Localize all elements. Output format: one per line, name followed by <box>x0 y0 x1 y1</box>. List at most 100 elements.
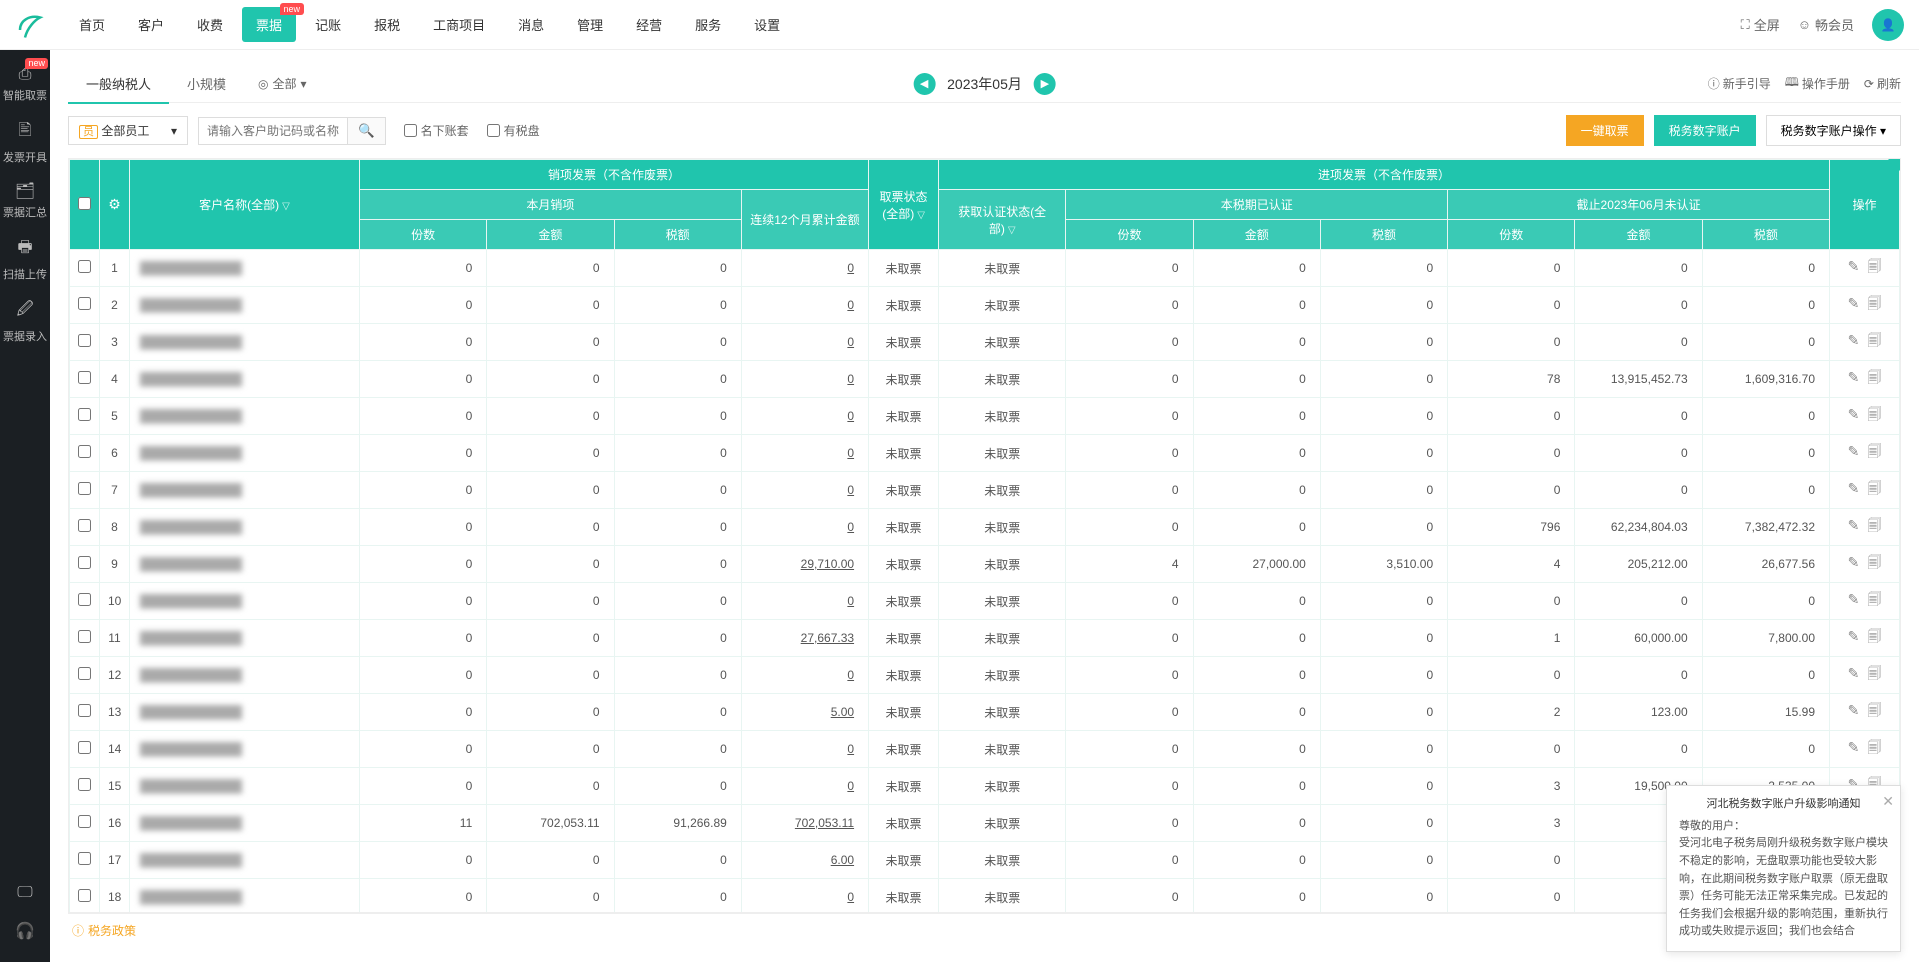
search-input[interactable] <box>198 117 348 145</box>
row-checkbox[interactable] <box>78 741 91 754</box>
row-checkbox[interactable] <box>78 593 91 606</box>
nav-item-11[interactable]: 设置 <box>740 7 794 42</box>
scope-select[interactable]: ◎ 全部 ▾ <box>244 65 321 102</box>
manual-link[interactable]: 🕮 操作手册 <box>1785 73 1850 94</box>
nav-item-6[interactable]: 工商项目 <box>419 7 499 42</box>
row-checkbox[interactable] <box>78 482 91 495</box>
row-checkbox[interactable] <box>78 630 91 643</box>
cell-cum[interactable]: 0 <box>741 583 868 620</box>
cell-cum[interactable]: 0 <box>741 287 868 324</box>
next-month-button[interactable]: ▶ <box>1034 73 1056 95</box>
view-icon[interactable]: 🗐 <box>1867 517 1881 533</box>
tax-policy-link[interactable]: ⓘ 税务政策 <box>72 922 136 939</box>
named-account-checkbox[interactable]: 名下账套 <box>404 122 469 139</box>
cell-cum[interactable]: 6.00 <box>741 842 868 879</box>
edit-icon[interactable]: ✎ <box>1848 702 1860 718</box>
view-icon[interactable]: 🗐 <box>1867 554 1881 570</box>
nav-item-2[interactable]: 收费 <box>183 7 237 42</box>
member-button[interactable]: ☺ 畅会员 <box>1798 15 1854 34</box>
view-icon[interactable]: 🗐 <box>1867 443 1881 459</box>
fullscreen-button[interactable]: ⛶ 全屏 <box>1741 15 1780 34</box>
cell-cum[interactable]: 0 <box>741 879 868 914</box>
row-checkbox[interactable] <box>78 852 91 865</box>
row-checkbox[interactable] <box>78 519 91 532</box>
cell-cum[interactable]: 27,667.33 <box>741 620 868 657</box>
cell-cum[interactable]: 29,710.00 <box>741 546 868 583</box>
nav-item-9[interactable]: 经营 <box>622 7 676 42</box>
cell-cum[interactable]: 702,053.11 <box>741 805 868 842</box>
view-icon[interactable]: 🗐 <box>1867 628 1881 644</box>
view-icon[interactable]: 🗐 <box>1867 406 1881 422</box>
row-checkbox[interactable] <box>78 334 91 347</box>
guide-link[interactable]: ⓘ 新手引导 <box>1708 73 1771 94</box>
cell-cum[interactable]: 5.00 <box>741 694 868 731</box>
edit-icon[interactable]: ✎ <box>1848 258 1860 274</box>
cell-cum[interactable]: 0 <box>741 731 868 768</box>
row-checkbox[interactable] <box>78 815 91 828</box>
employee-select[interactable]: 员 全部员工▾ <box>68 116 188 145</box>
nav-item-10[interactable]: 服务 <box>681 7 735 42</box>
select-all-checkbox[interactable] <box>78 197 91 210</box>
row-checkbox[interactable] <box>78 889 91 902</box>
view-icon[interactable]: 🗐 <box>1867 665 1881 681</box>
view-icon[interactable]: 🗐 <box>1867 369 1881 385</box>
row-checkbox[interactable] <box>78 297 91 310</box>
gear-icon[interactable]: ⚙ <box>108 196 121 212</box>
sidebar-item-0[interactable]: ⎙智能取票new <box>0 58 50 111</box>
sidebar-item-4[interactable]: 🖉票据录入 <box>0 290 50 352</box>
nav-item-3[interactable]: 票据new <box>242 7 296 42</box>
edit-icon[interactable]: ✎ <box>1848 332 1860 348</box>
edit-icon[interactable]: ✎ <box>1848 369 1860 385</box>
row-checkbox[interactable] <box>78 778 91 791</box>
row-checkbox[interactable] <box>78 667 91 680</box>
edit-icon[interactable]: ✎ <box>1848 628 1860 644</box>
cell-cum[interactable]: 0 <box>741 324 868 361</box>
close-icon[interactable]: ✕ <box>1882 790 1894 812</box>
nav-item-5[interactable]: 报税 <box>360 7 414 42</box>
cell-cum[interactable]: 0 <box>741 250 868 287</box>
cell-cum[interactable]: 0 <box>741 472 868 509</box>
cell-cum[interactable]: 0 <box>741 398 868 435</box>
search-button[interactable]: 🔍 <box>348 117 386 145</box>
view-icon[interactable]: 🗐 <box>1867 591 1881 607</box>
row-checkbox[interactable] <box>78 260 91 273</box>
row-checkbox[interactable] <box>78 556 91 569</box>
edit-icon[interactable]: ✎ <box>1848 443 1860 459</box>
tab-0[interactable]: 一般纳税人 <box>68 67 169 104</box>
sidebar-bottom-0[interactable]: 🖵 <box>0 876 50 913</box>
refresh-button[interactable]: ⟳ 刷新 <box>1864 73 1901 94</box>
edit-icon[interactable]: ✎ <box>1848 665 1860 681</box>
cell-cum[interactable]: 0 <box>741 509 868 546</box>
filter-icon[interactable]: ▽ <box>1008 225 1016 236</box>
edit-icon[interactable]: ✎ <box>1848 591 1860 607</box>
cell-cum[interactable]: 0 <box>741 768 868 805</box>
view-icon[interactable]: 🗐 <box>1867 332 1881 348</box>
digital-account-ops-button[interactable]: 税务数字账户操作 <box>1766 115 1901 146</box>
row-checkbox[interactable] <box>78 371 91 384</box>
tab-1[interactable]: 小规模 <box>169 67 244 102</box>
sidebar-item-2[interactable]: 🗂票据汇总 <box>0 173 50 228</box>
view-icon[interactable]: 🗐 <box>1867 258 1881 274</box>
row-checkbox[interactable] <box>78 704 91 717</box>
onekey-fetch-button[interactable]: 一键取票 <box>1566 115 1644 146</box>
view-icon[interactable]: 🗐 <box>1867 295 1881 311</box>
prev-month-button[interactable]: ◀ <box>913 73 935 95</box>
avatar[interactable]: 👤 <box>1872 9 1904 41</box>
has-disk-checkbox[interactable]: 有税盘 <box>487 122 540 139</box>
edit-icon[interactable]: ✎ <box>1848 480 1860 496</box>
view-icon[interactable]: 🗐 <box>1867 702 1881 718</box>
row-checkbox[interactable] <box>78 445 91 458</box>
cell-cum[interactable]: 0 <box>741 435 868 472</box>
cell-cum[interactable]: 0 <box>741 361 868 398</box>
edit-icon[interactable]: ✎ <box>1848 295 1860 311</box>
edit-icon[interactable]: ✎ <box>1848 406 1860 422</box>
edit-icon[interactable]: ✎ <box>1848 554 1860 570</box>
nav-item-0[interactable]: 首页 <box>65 7 119 42</box>
view-icon[interactable]: 🗐 <box>1867 480 1881 496</box>
filter-icon[interactable]: ▽ <box>917 210 925 221</box>
sidebar-bottom-1[interactable]: 🎧 <box>0 913 50 952</box>
nav-item-4[interactable]: 记账 <box>301 7 355 42</box>
sidebar-item-3[interactable]: 🖶扫描上传 <box>0 228 50 290</box>
nav-item-8[interactable]: 管理 <box>563 7 617 42</box>
filter-icon[interactable]: ▽ <box>282 201 290 212</box>
